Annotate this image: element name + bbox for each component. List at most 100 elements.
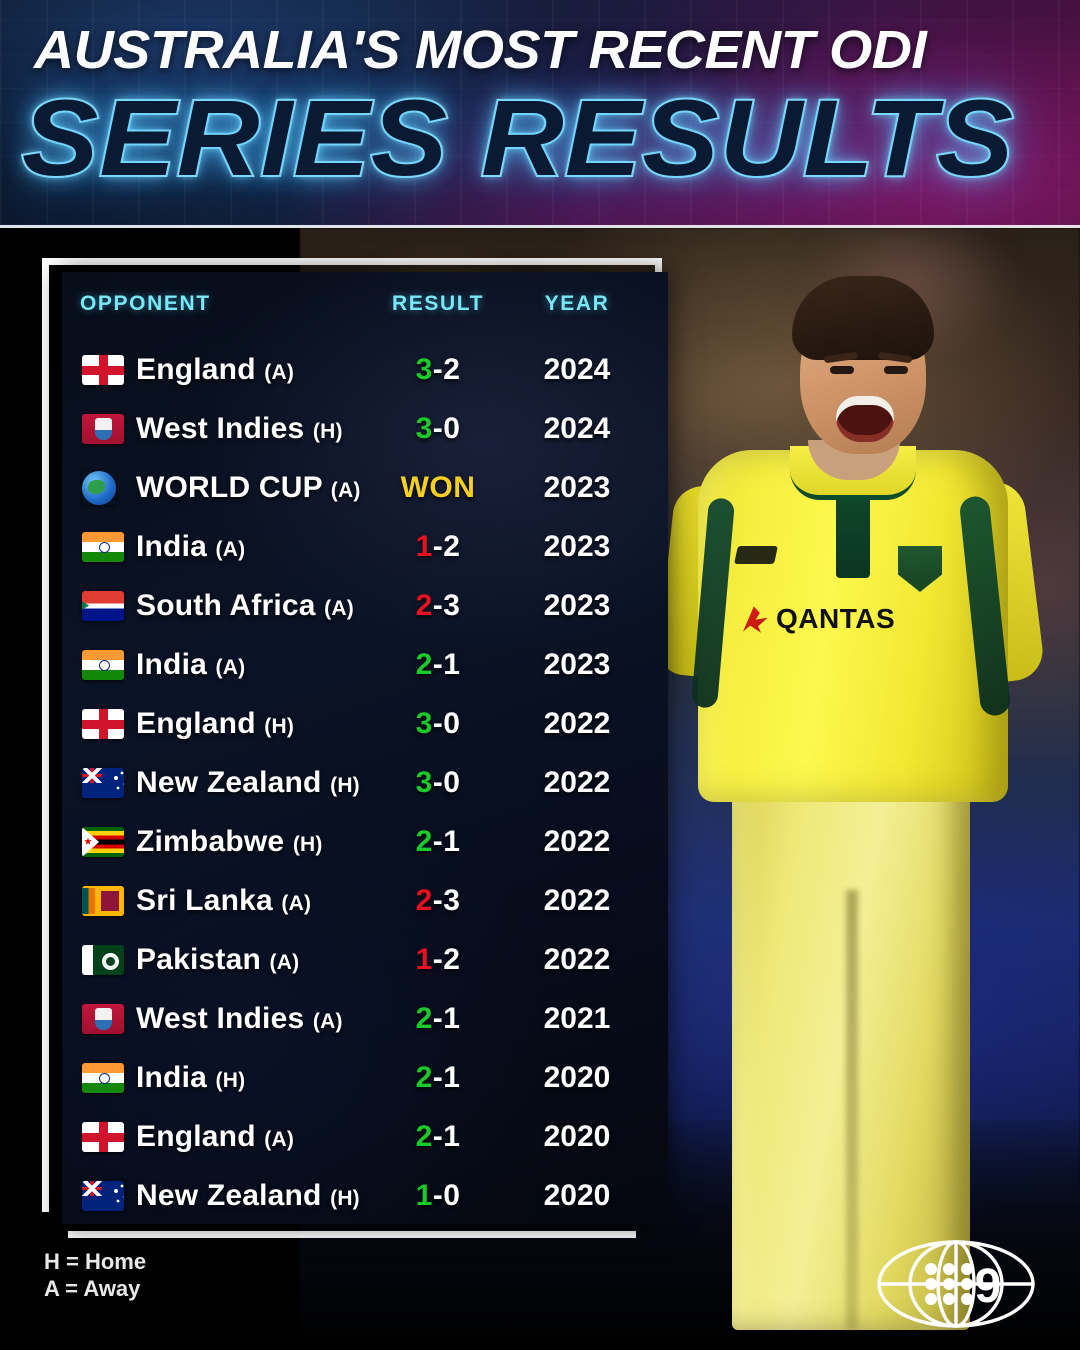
series-year: 2024 [543,352,611,386]
page-title-line2: SERIES RESULTS [20,76,1016,200]
result-secondary: -1 [432,1119,461,1153]
result-secondary: -1 [432,1060,461,1094]
table-row: India (A) 1-2 2023 [62,517,668,576]
table-row: England (A) 2-1 2020 [62,1107,668,1166]
table-row: India (H) 2-1 2020 [62,1048,668,1107]
series-result: 2-1 [358,1002,518,1036]
column-header-opponent: OPPONENT [80,292,211,315]
result-primary: 2 [415,883,433,917]
result-primary: 2 [415,647,433,681]
table-row: New Zealand (H) 3-0 2022 [62,753,668,812]
india-flag [82,649,124,680]
zimbabwe-flag [82,826,124,857]
series-year: 2022 [543,706,611,740]
opponent-name: New Zealand (H) [136,766,360,800]
result-primary: 2 [415,1119,433,1153]
venue-indicator: (A) [269,950,300,974]
table-header-row: OPPONENT RESULT YEAR [62,292,668,326]
series-result: 3-0 [358,412,518,446]
result-primary: 2 [415,588,433,622]
table-row: West Indies (H) 3-0 2024 [62,399,668,458]
venue-indicator: (A) [264,1127,295,1151]
opponent-label: England [136,706,265,740]
west-indies-flag [82,413,124,444]
table-row: England (A) 3-2 2024 [62,340,668,399]
result-primary: WON [400,470,476,504]
opponent-name: England (A) [136,353,294,387]
series-result: 2-1 [358,1120,518,1154]
sri-lanka-flag [82,885,124,916]
india-flag [82,1062,124,1093]
series-result: 2-3 [358,589,518,623]
result-secondary: -1 [432,1001,461,1035]
header-banner [0,0,1080,228]
qantas-sponsor-logo: QANTAS [740,602,946,636]
opponent-label: India [136,1060,216,1094]
opponent-name: India (A) [136,648,245,682]
south-africa-flag [82,590,124,621]
series-result: 2-1 [358,648,518,682]
opponent-label: WORLD CUP [136,470,331,504]
qantas-wordmark: QANTAS [776,603,896,634]
series-year: 2020 [543,1119,611,1153]
opponent-name: West Indies (A) [136,1002,343,1036]
result-primary: 1 [415,529,433,563]
table-body: England (A) 3-2 2024 West Indies (H) 3-0 2024… [62,340,668,1225]
opponent-name: India (H) [136,1061,245,1095]
player-eye-left [830,366,854,374]
series-year: 2022 [543,765,611,799]
opponent-label: England [136,352,265,386]
series-year: 2023 [543,470,611,504]
venue-indicator: (A) [324,596,354,620]
opponent-name: WORLD CUP (A) [136,471,361,505]
result-primary: 1 [415,1178,433,1212]
west-indies-flag [82,1003,124,1034]
series-year: 2022 [543,942,611,976]
table-row: England (H) 3-0 2022 [62,694,668,753]
opponent-label: Pakistan [136,942,270,976]
player-mouth [836,396,894,442]
opponent-label: England [136,1119,265,1153]
result-primary: 3 [415,411,433,445]
legend-home: H = Home [44,1249,147,1274]
result-secondary: -1 [432,824,461,858]
table-row: New Zealand (H) 1-0 2020 [62,1166,668,1225]
page-title-line1: AUSTRALIA'S MOST RECENT ODI [34,20,927,80]
venue-indicator: (H) [330,1186,360,1210]
opponent-name: India (A) [136,530,245,564]
venue-indicator: (H) [264,714,295,738]
cricketer-photo: QANTAS [640,250,1080,1350]
opponent-name: Pakistan (A) [136,943,299,977]
opponent-name: Zimbabwe (H) [136,825,323,859]
pakistan-flag [82,944,124,975]
new-zealand-flag [82,1180,124,1211]
venue-indicator: (A) [215,655,246,679]
opponent-name: England (H) [136,707,294,741]
series-result: 3-2 [358,353,518,387]
table-row: India (A) 2-1 2023 [62,635,668,694]
kangaroo-icon [743,606,768,633]
column-header-year: YEAR [544,292,610,315]
series-year: 2023 [543,647,611,681]
venue-indicator: (A) [330,478,361,502]
series-result: 1-0 [358,1179,518,1213]
result-primary: 1 [415,942,433,976]
opponent-label: New Zealand [136,765,331,799]
venue-indicator: (H) [292,832,323,856]
opponent-name: South Africa (A) [136,589,354,623]
venue-indicator: (A) [281,891,312,915]
legend-away: A = Away [44,1276,141,1301]
series-result: 3-0 [358,766,518,800]
new-zealand-flag [82,767,124,798]
result-secondary: -2 [432,529,461,563]
series-year: 2024 [543,411,611,445]
result-primary: 3 [415,765,433,799]
opponent-label: West Indies [136,1001,313,1035]
venue-indicator: (H) [215,1068,246,1092]
table-row: Pakistan (A) 1-2 2022 [62,930,668,989]
asics-logo [734,546,778,564]
result-secondary: -3 [432,588,461,622]
series-result: 1-2 [358,530,518,564]
result-primary: 2 [415,824,433,858]
column-header-result: RESULT [391,292,485,315]
